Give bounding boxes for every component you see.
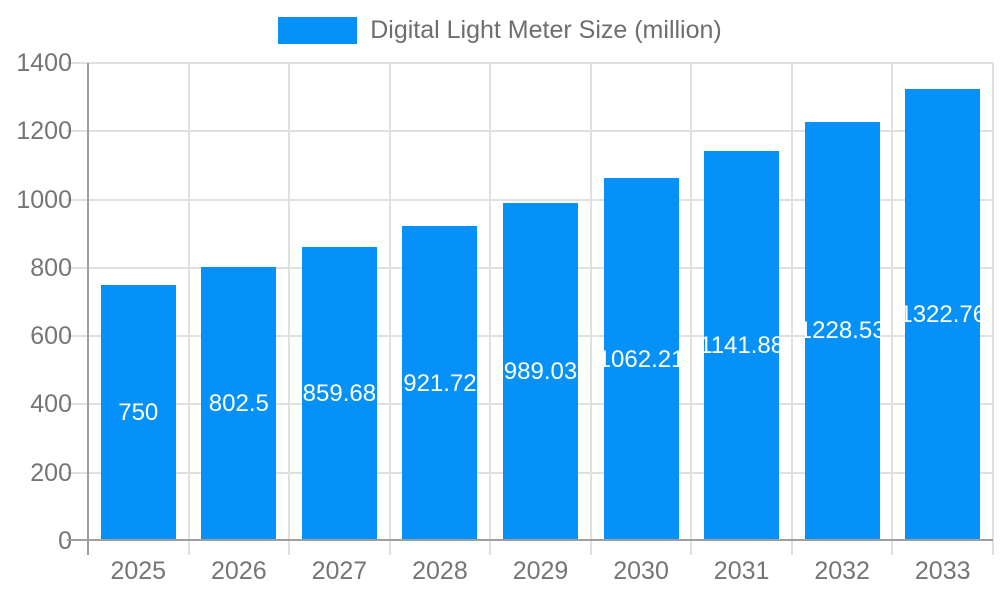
y-tick-label: 200 xyxy=(30,458,72,487)
bar[interactable]: 1062.21 xyxy=(603,178,679,541)
bar[interactable]: 750 xyxy=(100,284,176,541)
x-tick-label: 2027 xyxy=(311,557,368,585)
legend-label: Digital Light Meter Size (million) xyxy=(370,16,722,44)
bar[interactable]: 989.03 xyxy=(503,203,578,541)
h-gridline xyxy=(67,130,993,133)
v-gridline xyxy=(589,63,592,555)
bar-value-label: 1228.53 xyxy=(804,317,880,345)
plot-area: 750 802.5 859.68 921.72 989.03 1062.21 1141.88… xyxy=(67,62,994,555)
y-axis-line xyxy=(87,63,89,555)
v-gridline xyxy=(690,63,693,555)
bar-value-label: 859.68 xyxy=(302,380,377,408)
y-tick-label: 600 xyxy=(30,322,72,351)
bar[interactable]: 859.68 xyxy=(301,247,377,541)
v-gridline xyxy=(891,63,894,555)
h-gridline xyxy=(67,62,993,64)
legend[interactable]: Digital Light Meter Size (million) xyxy=(0,16,1000,45)
x-tick-label: 2025 xyxy=(110,557,167,585)
v-gridline xyxy=(790,63,793,555)
bar-value-label: 1062.21 xyxy=(603,345,679,373)
y-tick-label: 800 xyxy=(30,253,72,282)
bar-value-label: 921.72 xyxy=(403,369,477,397)
bar-value-label: 989.03 xyxy=(503,358,578,386)
y-tick-label: 1200 xyxy=(16,117,72,146)
y-tick-label: 1000 xyxy=(16,185,72,214)
bar[interactable]: 1322.76 xyxy=(905,89,981,541)
bar-value-label: 750 xyxy=(118,398,159,426)
y-tick-label: 1400 xyxy=(16,49,72,77)
bar-value-label: 1322.76 xyxy=(905,301,981,329)
v-gridline xyxy=(992,63,994,555)
v-gridline xyxy=(288,63,291,555)
x-tick-label: 2030 xyxy=(613,557,669,585)
h-gridline xyxy=(67,198,993,201)
y-tick-label: 400 xyxy=(30,390,72,419)
v-gridline xyxy=(187,63,190,555)
x-tick-label: 2028 xyxy=(412,557,468,585)
x-axis-line xyxy=(67,539,993,541)
bar[interactable]: 921.72 xyxy=(402,226,478,541)
bar[interactable]: 802.5 xyxy=(201,267,277,541)
x-tick-label: 2033 xyxy=(914,557,971,585)
x-tick-label: 2031 xyxy=(713,557,770,585)
x-tick-label: 2032 xyxy=(814,557,870,585)
legend-swatch xyxy=(278,17,358,44)
bar-value-label: 802.5 xyxy=(208,390,269,417)
v-gridline xyxy=(489,63,492,555)
x-tick-label: 2029 xyxy=(512,557,569,585)
x-tick-label: 2026 xyxy=(211,557,267,585)
v-gridline xyxy=(388,63,391,555)
y-tick-label: 0 xyxy=(58,527,72,555)
bar[interactable]: 1228.53 xyxy=(804,121,880,541)
